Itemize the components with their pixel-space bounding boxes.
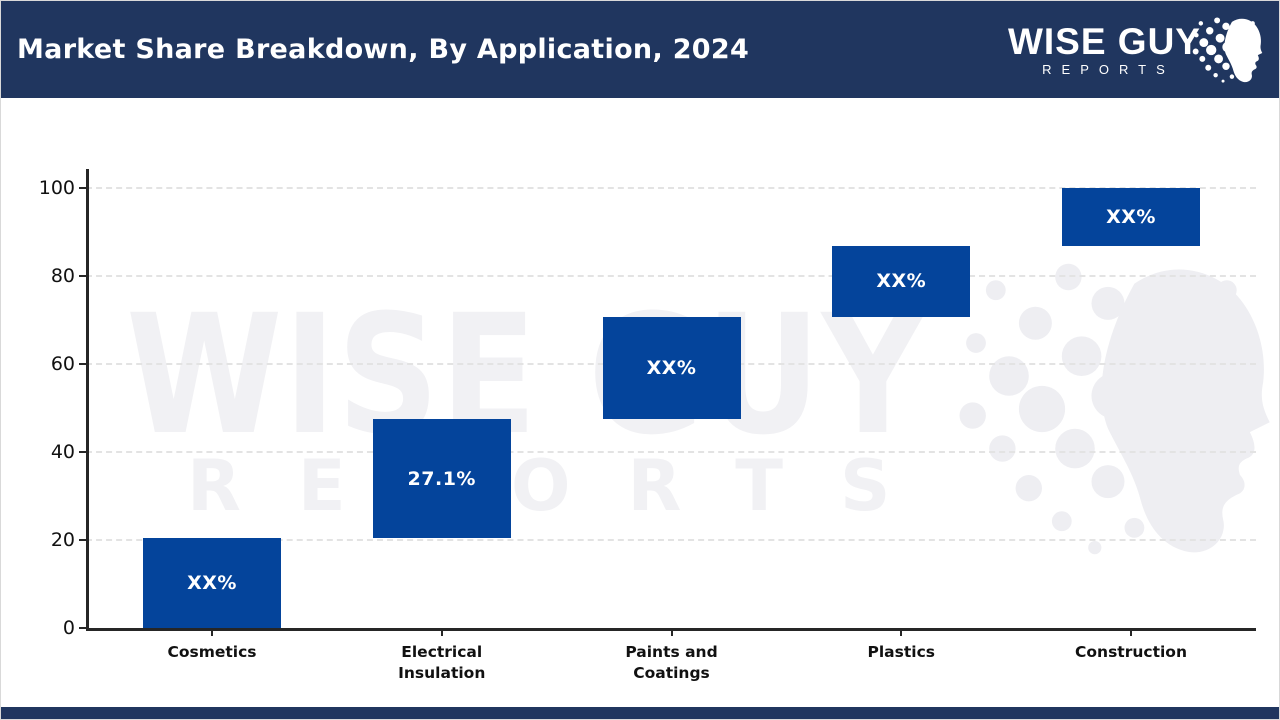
bar-electrical-insulation: 27.1% — [372, 419, 511, 539]
x-tick-label-line: Insulation — [398, 663, 486, 682]
bar-paints-and-coatings: XX% — [602, 316, 741, 419]
x-tick-label-line: Cosmetics — [167, 643, 257, 661]
y-tick-mark-40 — [79, 451, 87, 453]
bar-value-label-cosmetics: XX% — [187, 572, 237, 595]
page-title: Market Share Breakdown, By Application, … — [17, 34, 750, 65]
bar-value-label-paints-and-coatings: XX% — [646, 356, 697, 379]
y-tick-mark-80 — [79, 275, 87, 277]
y-tick-label-60: 60 — [50, 353, 75, 375]
y-tick-mark-100 — [79, 187, 87, 189]
y-tick-label-40: 40 — [50, 441, 75, 463]
x-tick-label-line: Coatings — [633, 663, 710, 682]
wiseguy-logo-text: WISE GUY REPORTS — [1008, 23, 1201, 76]
y-axis-line — [86, 169, 89, 630]
x-tick-label-plastics: Plastics — [791, 642, 1011, 663]
bar-construction: XX% — [1062, 188, 1200, 246]
y-tick-label-100: 100 — [38, 177, 75, 199]
y-tick-mark-0 — [79, 627, 87, 629]
y-tick-mark-60 — [79, 363, 87, 365]
bar-plastics: XX% — [832, 245, 971, 317]
x-tick-label-electrical-insulation: Electrical Insulation — [332, 642, 552, 684]
x-tick-label-paints-and-coatings: Paints and Coatings — [562, 642, 782, 684]
header-bar: Market Share Breakdown, By Application, … — [1, 1, 1279, 98]
y-tick-label-80: 80 — [50, 265, 75, 287]
bar-cosmetics: XX% — [143, 538, 281, 628]
wiseguy-head-icon — [1192, 16, 1263, 83]
y-tick-mark-20 — [79, 539, 87, 541]
x-tick-mark-plastics — [900, 629, 903, 636]
wiseguy-head-watermark-icon — [959, 263, 1270, 555]
gridline-100 — [86, 187, 1256, 189]
bar-value-label-construction: XX% — [1106, 205, 1156, 228]
gridline-80 — [86, 275, 1256, 277]
x-tick-label-line: Electrical — [401, 643, 483, 661]
x-tick-mark-construction — [1130, 629, 1132, 636]
footer-bar — [1, 707, 1279, 719]
wiseguy-logo: WISE GUY REPORTS — [1008, 8, 1263, 92]
x-tick-label-line: Paints and — [625, 643, 718, 661]
x-tick-mark-cosmetics — [211, 629, 213, 636]
y-tick-label-0: 0 — [62, 617, 75, 639]
x-tick-mark-electrical-insulation — [440, 629, 443, 636]
gridline-20 — [86, 539, 1256, 541]
x-tick-label-line: Plastics — [867, 643, 936, 661]
x-tick-label-line: Construction — [1075, 643, 1187, 661]
x-tick-label-construction: Construction — [1021, 642, 1241, 663]
y-tick-label-20: 20 — [50, 529, 75, 551]
bar-value-label-plastics: XX% — [876, 270, 927, 293]
x-tick-mark-paints-and-coatings — [670, 629, 673, 636]
x-tick-label-cosmetics: Cosmetics — [102, 642, 322, 663]
gridline-40 — [86, 451, 1256, 453]
watermark-subtext: REPORTS — [187, 445, 948, 527]
watermark-wordmark: WISE GUY — [126, 279, 926, 471]
logo-wordmark: WISE GUY — [1007, 21, 1201, 62]
logo-subtext: REPORTS — [1042, 62, 1175, 77]
bar-value-label-electrical-insulation: 27.1% — [407, 467, 476, 490]
